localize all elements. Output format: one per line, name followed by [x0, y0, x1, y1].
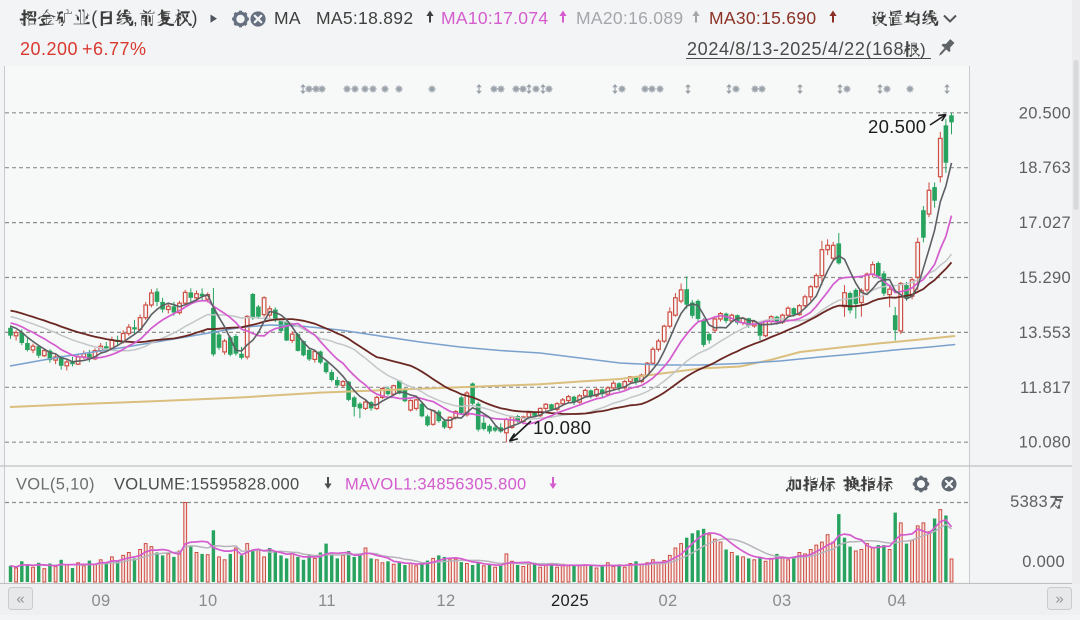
svg-text:12: 12: [437, 592, 456, 610]
svg-text:MA10:17.074: MA10:17.074: [441, 8, 548, 28]
svg-text:11: 11: [318, 592, 336, 610]
svg-text:15.290: 15.290: [1019, 269, 1071, 287]
svg-text:VOL(5,10): VOL(5,10): [16, 476, 95, 494]
svg-text:«: «: [16, 591, 24, 608]
svg-text:(: (: [91, 8, 97, 28]
svg-text:»: »: [1055, 591, 1063, 608]
svg-text:+6.77%: +6.77%: [82, 39, 147, 59]
svg-text:VOLUME:15595828.000: VOLUME:15595828.000: [114, 476, 300, 494]
svg-text:10: 10: [199, 592, 218, 610]
svg-text:): ): [192, 8, 198, 28]
svg-text:0.000: 0.000: [1022, 553, 1065, 571]
svg-text:18.763: 18.763: [1019, 159, 1071, 177]
svg-text:17.027: 17.027: [1019, 214, 1071, 232]
svg-text:5383: 5383: [1010, 493, 1048, 511]
svg-text:20.500: 20.500: [1019, 104, 1071, 122]
svg-text:13.553: 13.553: [1019, 324, 1071, 342]
svg-text:): ): [920, 40, 926, 59]
svg-text:09: 09: [92, 592, 111, 610]
svg-text:10.080: 10.080: [533, 417, 591, 438]
svg-text:02: 02: [659, 592, 678, 610]
svg-text:MA: MA: [274, 8, 301, 28]
svg-text:03: 03: [773, 592, 792, 610]
svg-text:MA20:16.089: MA20:16.089: [576, 8, 683, 28]
svg-text:04: 04: [888, 592, 907, 610]
svg-text:2024/8/13-2025/4/22(168: 2024/8/13-2025/4/22(168: [687, 39, 904, 59]
svg-text:MAVOL1:34856305.800: MAVOL1:34856305.800: [345, 476, 527, 494]
svg-text:11.817: 11.817: [1020, 379, 1071, 397]
svg-text:2025: 2025: [551, 592, 589, 610]
svg-text:,: ,: [133, 9, 138, 28]
svg-text:20.500: 20.500: [868, 116, 926, 137]
svg-text:20.200: 20.200: [20, 39, 78, 59]
svg-text:MA5:18.892: MA5:18.892: [316, 8, 413, 28]
svg-text:MA30:15.690: MA30:15.690: [709, 8, 816, 28]
svg-text:10.080: 10.080: [1019, 434, 1071, 452]
